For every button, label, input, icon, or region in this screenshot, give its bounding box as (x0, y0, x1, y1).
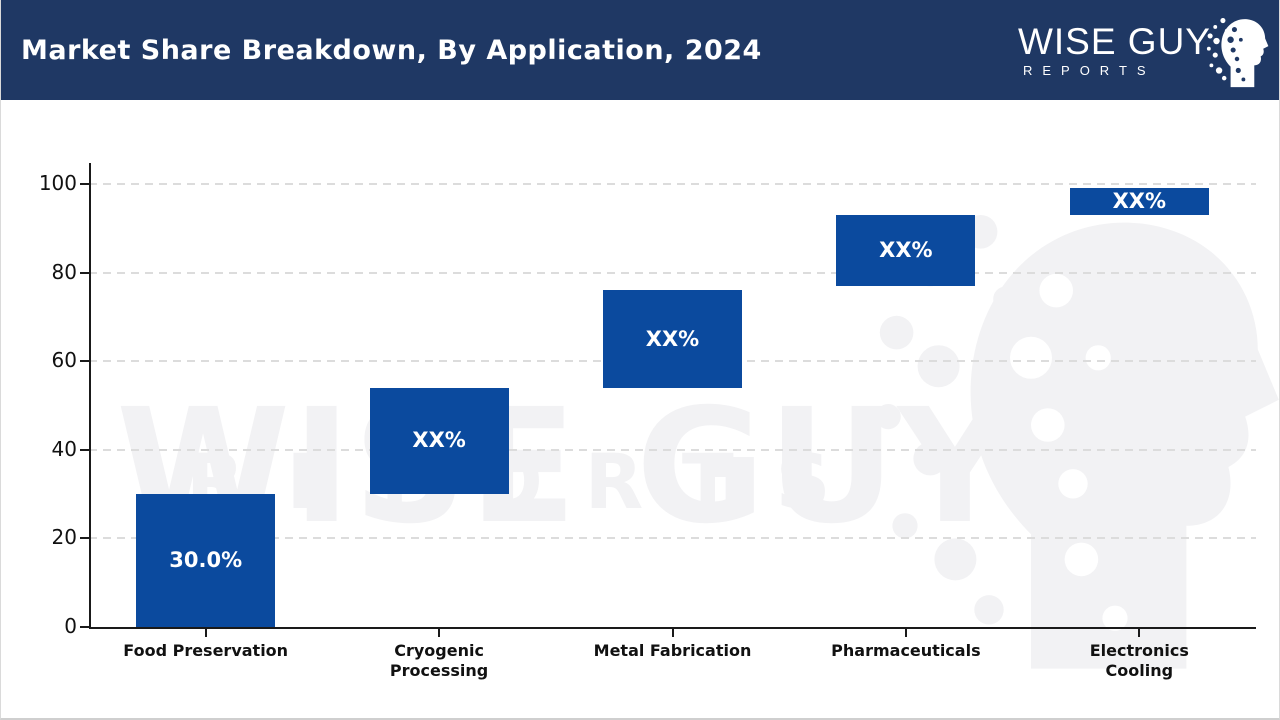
logo-text: WISE GUY REPORTS (1018, 23, 1211, 78)
x-category-label: Electronics Cooling (1089, 641, 1189, 680)
bar-value-label: XX% (412, 428, 466, 453)
bar-5: XX% (1069, 188, 1209, 215)
x-category-label: Pharmaceuticals (831, 641, 981, 660)
bar-1: 30.0% (136, 494, 276, 627)
bar-value-label: 30.0% (169, 548, 243, 573)
wiseguy-logo: WISE GUY REPORTS (1018, 10, 1269, 90)
bar-value-label: XX% (1112, 189, 1167, 214)
y-axis-tick-label: 60 (51, 348, 77, 373)
x-category-label: Metal Fabrication (593, 641, 752, 660)
x-axis-tick (438, 629, 441, 637)
y-axis-tick (80, 448, 89, 451)
y-axis-tick (80, 271, 89, 274)
watermark-subtitle: REPORTS (186, 437, 873, 526)
x-axis-tick (671, 629, 674, 637)
page-title: Market Share Breakdown, By Application, … (21, 34, 762, 66)
y-axis-tick (80, 626, 89, 628)
y-axis-tick-label: 40 (51, 436, 77, 461)
bar-4: XX% (836, 215, 976, 286)
y-axis-line (89, 163, 91, 629)
y-gridline (89, 271, 1256, 274)
y-gridline (89, 448, 1256, 451)
x-category-label: Cryogenic Processing (389, 641, 489, 680)
y-gridline (89, 537, 1256, 540)
bar-value-label: XX% (645, 326, 700, 351)
bar-value-label: XX% (879, 237, 933, 262)
logo-subtitle: REPORTS (1022, 62, 1156, 78)
y-axis-tick (80, 537, 89, 540)
x-category-label: Food Preservation (123, 641, 289, 660)
x-axis-tick (204, 629, 207, 637)
bar-2: XX% (369, 387, 509, 495)
y-axis-tick-label: 80 (51, 259, 77, 284)
x-axis-tick (904, 629, 907, 637)
logo-wordmark: WISE GUY (1017, 20, 1211, 62)
x-axis-line (89, 627, 1256, 629)
x-axis-tick (1138, 629, 1141, 637)
y-axis-tick (80, 183, 89, 185)
logo-head-icon (1205, 11, 1269, 89)
y-axis-tick (80, 360, 89, 363)
y-axis-tick-label: 0 (64, 614, 77, 638)
y-gridline (89, 183, 1256, 185)
chart-area: WISE GUY REPORTS 0 20 40 60 80 100 30.0% Food P… (1, 100, 1280, 718)
y-axis-tick-label: 100 (38, 171, 77, 195)
y-axis-tick-label: 20 (51, 525, 77, 550)
header: Market Share Breakdown, By Application, … (1, 0, 1279, 100)
bar-3: XX% (603, 290, 742, 388)
